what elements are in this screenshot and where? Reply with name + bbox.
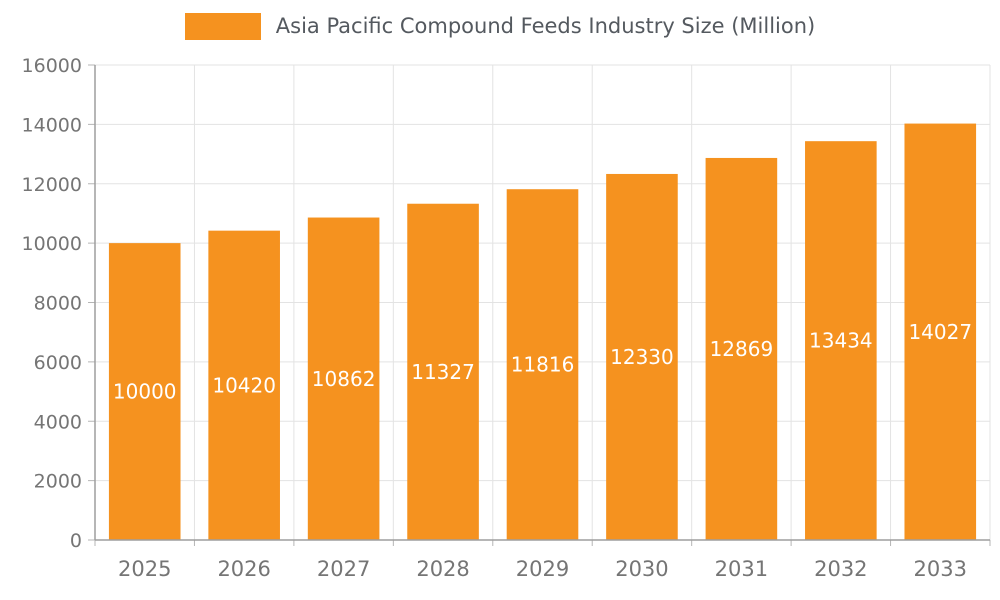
bar-value-label: 12330	[610, 345, 674, 369]
bar-2026	[208, 230, 280, 540]
legend-swatch	[184, 13, 261, 40]
y-tick-label: 10000	[22, 233, 82, 255]
y-tick-label: 6000	[34, 352, 82, 374]
bar-value-label: 10000	[113, 380, 177, 404]
y-tick-label: 12000	[22, 174, 82, 196]
y-tick-label: 0	[70, 530, 82, 552]
x-tick-label: 2025	[118, 557, 171, 581]
bar-2029	[506, 189, 579, 540]
y-tick-label: 8000	[34, 293, 82, 315]
bar-2030	[606, 173, 678, 540]
bar-value-label: 10862	[312, 367, 376, 391]
bar-value-label: 10420	[212, 373, 276, 397]
x-tick-label: 2033	[914, 557, 967, 581]
y-tick-label: 14000	[22, 114, 82, 136]
bar-2033	[904, 123, 977, 541]
x-tick-label: 2031	[715, 557, 768, 581]
x-tick-label: 2030	[615, 557, 668, 581]
y-tick-label: 2000	[34, 471, 82, 493]
x-tick-label: 2026	[217, 557, 270, 581]
bar-value-label: 11816	[511, 353, 575, 377]
x-tick-label: 2027	[317, 557, 370, 581]
bar-value-label: 14027	[908, 320, 972, 344]
bar-2025	[108, 243, 181, 540]
bar-2027	[307, 217, 380, 541]
bar-value-label: 13434	[809, 329, 873, 353]
bar-2032	[805, 141, 877, 540]
x-tick-label: 2028	[416, 557, 469, 581]
chart-title: Asia Pacific Compound Feeds Industry Siz…	[275, 14, 816, 38]
legend: Asia Pacific Compound Feeds Industry Siz…	[0, 13, 1000, 40]
bar-value-label: 12869	[710, 337, 774, 361]
bar-2031	[705, 157, 778, 540]
x-tick-label: 2029	[516, 557, 569, 581]
x-tick-label: 2032	[814, 557, 867, 581]
y-tick-label: 16000	[22, 55, 82, 77]
bar-value-label: 11327	[411, 360, 475, 384]
bar-2028	[407, 203, 479, 541]
y-tick-label: 4000	[34, 411, 82, 433]
